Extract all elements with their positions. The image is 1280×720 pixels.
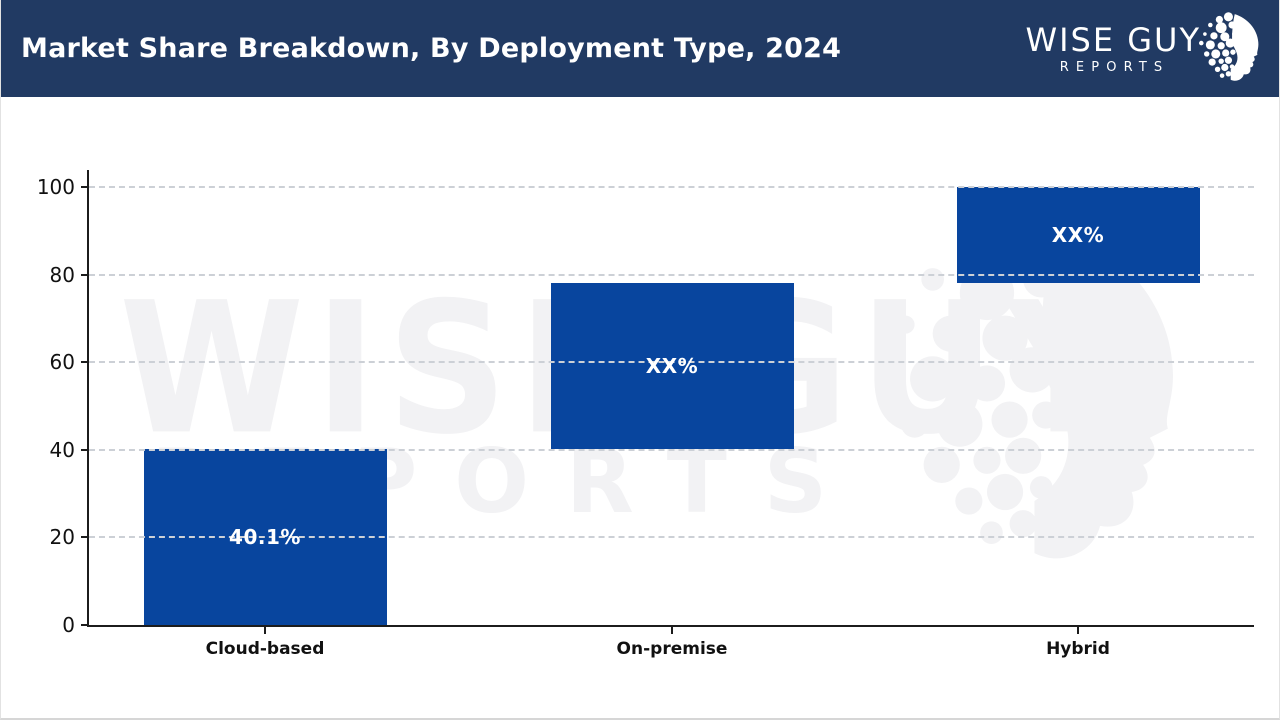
y-tickmark-20: [81, 536, 89, 539]
y-tick-label-100: 100: [36, 175, 75, 199]
x-category-label-hybrid: Hybrid: [1046, 639, 1110, 659]
x-category-label-on-premise: On-premise: [616, 639, 728, 659]
y-tickmark-80: [81, 273, 89, 276]
y-axis-line: [87, 170, 89, 627]
page-title: Market Share Breakdown, By Deployment Ty…: [21, 33, 842, 64]
bar-value-label-on-premise: XX%: [645, 354, 699, 379]
logo-text: WISE GUY REPORTS: [1025, 24, 1201, 74]
bar-value-label-hybrid: XX%: [1051, 223, 1105, 248]
y-tickmark-60: [81, 361, 89, 364]
gridline-20: [89, 536, 1254, 539]
x-tickmark-cloud-based: [264, 626, 266, 634]
y-tick-label-80: 80: [49, 262, 75, 287]
y-tick-label-60: 60: [49, 350, 75, 375]
x-tickmark-hybrid: [1077, 626, 1079, 634]
gridline-80: [89, 273, 1254, 276]
header: Market Share Breakdown, By Deployment Ty…: [1, 0, 1279, 97]
x-axis-line: [87, 625, 1254, 627]
y-tickmark-100: [81, 186, 89, 188]
logo-subtitle: REPORTS: [1059, 59, 1170, 75]
y-tick-label-40: 40: [49, 437, 75, 462]
bar-on-premise: [550, 283, 794, 450]
y-tick-label-0: 0: [62, 613, 75, 637]
x-tickmark-on-premise: [671, 626, 673, 634]
bar-value-label-cloud-based: 40.1%: [229, 525, 301, 550]
y-tickmark-0: [81, 624, 89, 626]
y-tickmark-40: [81, 448, 89, 451]
gridline-60: [89, 361, 1254, 364]
y-tick-label-20: 20: [49, 525, 75, 550]
wise-guy-reports-logo: WISE GUY REPORTS: [1025, 12, 1261, 85]
logo-dotted-head-icon: [1199, 12, 1259, 81]
logo-wordmark: WISE GUY: [1025, 20, 1201, 59]
gridline-100: [89, 186, 1254, 188]
x-category-label-cloud-based: Cloud-based: [205, 639, 325, 659]
gridline-40: [89, 448, 1254, 451]
